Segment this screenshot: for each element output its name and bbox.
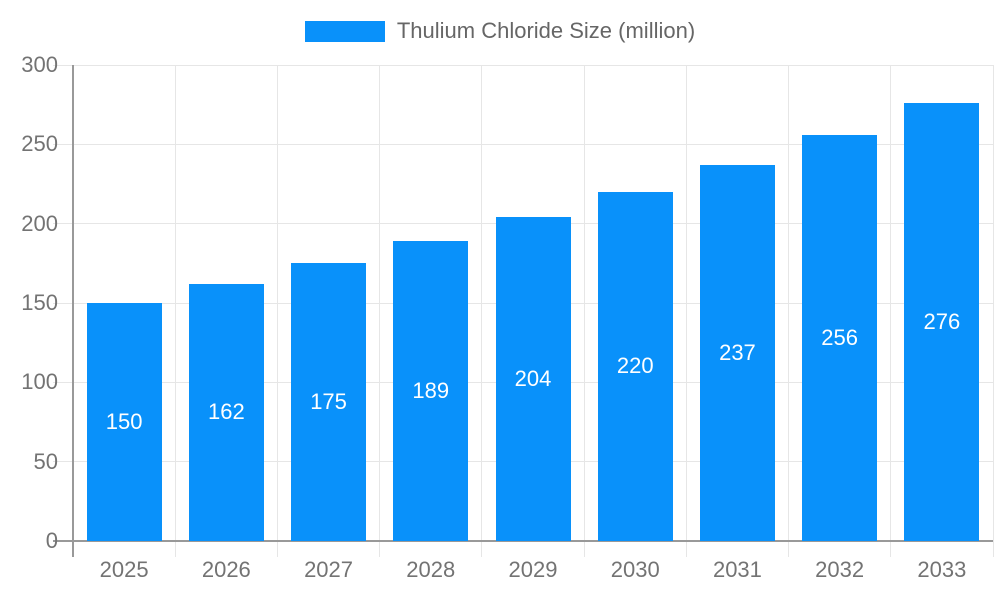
bar[interactable] — [495, 217, 571, 541]
x-gridline — [276, 65, 278, 557]
y-axis-tick-label: 200 — [21, 210, 58, 236]
bar[interactable] — [802, 134, 878, 541]
x-axis-tick-label: 2025 — [99, 557, 149, 582]
x-axis-tick-label: 2032 — [815, 557, 865, 582]
bar-value-label: 162 — [207, 399, 245, 425]
legend-label: Thulium Chloride Size (million) — [396, 18, 696, 43]
bar-value-label: 256 — [821, 324, 859, 350]
x-gridline — [890, 65, 892, 557]
y-axis-tick-label: 300 — [21, 52, 58, 77]
y-axis-tick-label: 250 — [21, 131, 58, 157]
x-gridline — [685, 65, 687, 557]
y-axis-tick-label: 150 — [21, 290, 58, 315]
bar[interactable] — [291, 263, 367, 541]
bar-value-label: 220 — [616, 353, 654, 379]
bar[interactable] — [904, 103, 980, 541]
bar-value-label: 204 — [514, 366, 552, 392]
y-axis-tick-label: 0 — [45, 528, 58, 553]
y-axis-tick-label: 50 — [33, 448, 58, 474]
x-gridline — [583, 65, 585, 557]
y-gridline — [53, 143, 993, 145]
bar-value-label: 237 — [719, 339, 756, 365]
y-axis-tick-label: 100 — [21, 369, 58, 395]
legend[interactable]: Thulium Chloride Size (million) — [0, 17, 1000, 45]
x-axis-tick-label: 2030 — [610, 557, 660, 582]
y-gridline — [53, 540, 993, 542]
legend-swatch — [304, 20, 385, 42]
x-axis-tick-label: 2033 — [917, 557, 967, 582]
y-gridline — [53, 64, 993, 66]
x-axis-tick-label: 2028 — [406, 557, 456, 582]
x-gridline — [379, 65, 381, 557]
bar[interactable] — [597, 191, 673, 541]
x-gridline — [788, 65, 790, 557]
bar[interactable] — [393, 241, 469, 541]
x-gridline — [481, 65, 483, 557]
x-gridline — [992, 65, 994, 557]
bar[interactable] — [699, 164, 775, 541]
bar[interactable] — [188, 283, 264, 541]
bar-value-label: 150 — [105, 409, 143, 434]
bar-value-label: 175 — [310, 389, 347, 415]
bar-value-label: 276 — [923, 309, 961, 335]
y-axis-line — [72, 65, 74, 557]
x-axis-tick-label: 2027 — [304, 557, 354, 582]
bar[interactable] — [86, 303, 162, 541]
x-axis-tick-label: 2026 — [201, 557, 251, 582]
x-axis-tick-label: 2029 — [508, 557, 558, 582]
bar-value-label: 189 — [412, 378, 450, 404]
x-gridline — [174, 65, 176, 557]
x-axis-tick-label: 2031 — [712, 557, 762, 582]
